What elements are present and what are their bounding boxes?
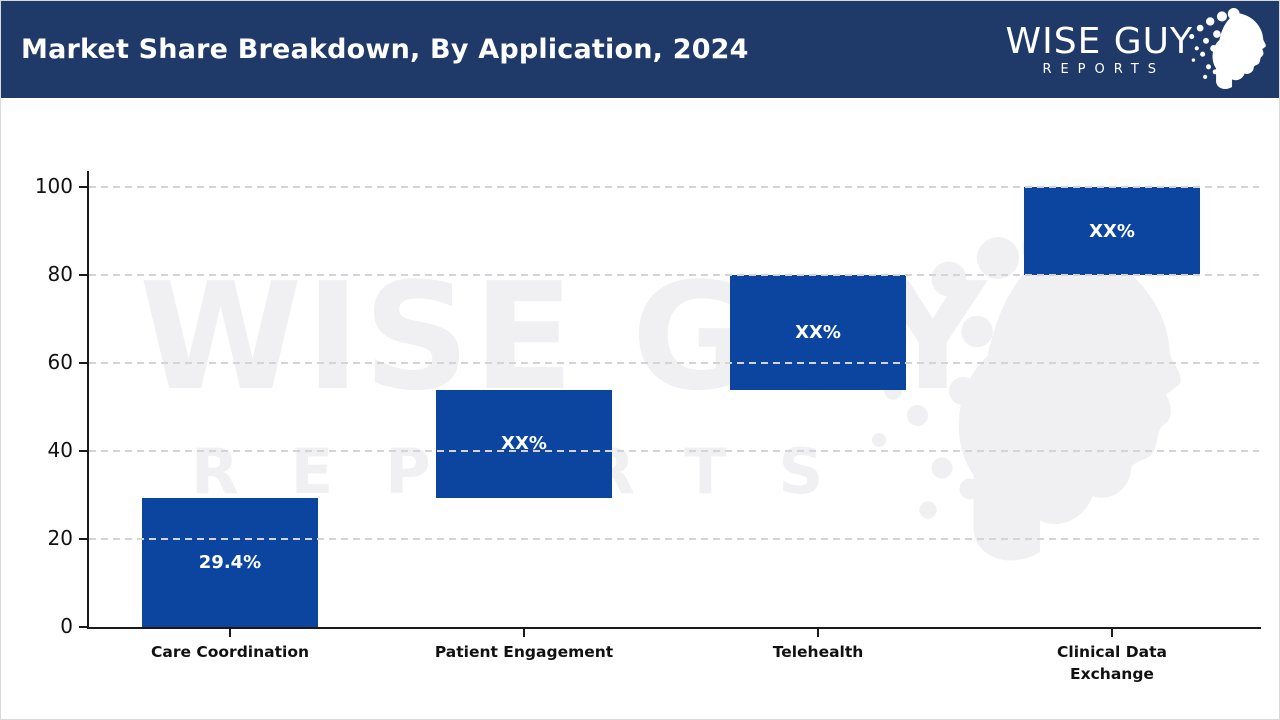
logo-face-icon	[1183, 7, 1271, 92]
logo-text-line1: WISE GUY	[1005, 20, 1193, 62]
x-axis-line	[87, 627, 1261, 629]
y-tick-label: 100	[34, 174, 73, 198]
bar-value-label: XX%	[501, 433, 547, 455]
gridline	[89, 450, 1259, 452]
header-bar: Market Share Breakdown, By Application, …	[1, 1, 1279, 98]
x-tick	[523, 629, 525, 637]
bar-value-label: XX%	[795, 322, 841, 344]
gridline	[89, 274, 1259, 276]
wiseguy-logo: WISE GUY REPORTS	[1005, 7, 1272, 92]
y-tick	[79, 274, 87, 276]
y-tick	[79, 626, 87, 628]
gridline	[89, 538, 1259, 540]
y-tick	[79, 450, 87, 452]
y-tick-label: 20	[47, 526, 73, 550]
x-category-label: Care Coordination	[150, 643, 309, 661]
y-tick	[79, 186, 87, 188]
bar-segment: XX%	[730, 275, 906, 391]
y-tick-label: 80	[47, 262, 73, 286]
bar-value-label: 29.4%	[198, 551, 262, 573]
gridline	[89, 186, 1259, 188]
y-tick-label: 0	[60, 614, 73, 638]
y-axis-line	[87, 171, 89, 629]
x-tick	[817, 629, 819, 637]
bar-value-label: XX%	[1089, 220, 1135, 242]
y-tick-label: 40	[47, 438, 73, 462]
x-tick	[229, 629, 231, 637]
chart-title: Market Share Breakdown, By Application, …	[21, 34, 749, 65]
x-category-label: Telehealth	[772, 643, 864, 661]
x-category-label: Clinical Data Exchange	[1057, 643, 1167, 683]
x-tick	[1111, 629, 1113, 637]
watermark-face-icon	[829, 223, 1209, 573]
gridline	[89, 362, 1259, 364]
y-tick	[79, 362, 87, 364]
logo-text-line2: REPORTS	[1042, 61, 1166, 77]
bar-segment: 29.4%	[142, 497, 318, 627]
bar-segment: XX%	[436, 390, 612, 498]
x-category-label: Patient Engagement	[434, 643, 614, 661]
y-tick-label: 60	[47, 350, 73, 374]
bar-segment: XX%	[1024, 187, 1200, 275]
logo-wordmark: WISE GUY REPORTS	[1005, 20, 1194, 77]
y-tick	[79, 538, 87, 540]
